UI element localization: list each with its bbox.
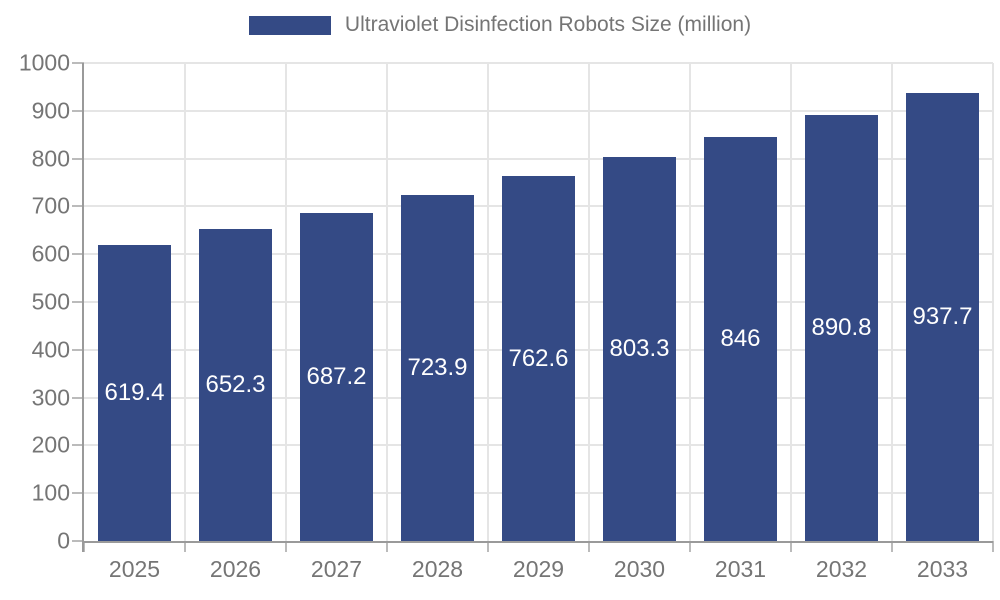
v-gridline [487, 63, 489, 541]
y-tick-label: 300 [31, 384, 70, 411]
x-tick [790, 541, 792, 552]
x-tick [83, 541, 85, 552]
y-gridline [84, 109, 993, 112]
y-tick [72, 62, 84, 64]
bar [805, 115, 878, 541]
bar-value-label: 619.4 [104, 378, 165, 406]
y-tick-label: 900 [31, 97, 70, 124]
y-tick [72, 348, 84, 351]
x-tick-label: 2026 [209, 556, 262, 582]
bar [502, 176, 575, 541]
x-tick-label: 2028 [411, 556, 464, 582]
y-tick [72, 540, 84, 542]
y-axis-line [82, 63, 84, 552]
x-tick [689, 541, 691, 552]
y-tick [72, 157, 84, 160]
y-tick-label: 600 [31, 240, 70, 267]
y-tick-label: 700 [31, 192, 70, 219]
bar-value-label: 652.3 [205, 371, 266, 399]
plot-area: 0 100 200 300 400 500 600 700 800 900 1000 619.4 202… [19, 50, 994, 582]
y-gridline [84, 62, 993, 64]
bar-value-label: 890.8 [811, 314, 872, 342]
y-tick [72, 301, 84, 303]
x-tick-label: 2033 [916, 556, 969, 582]
y-tick-label: 100 [31, 479, 70, 506]
bar [199, 229, 272, 541]
bar-value-label: 846 [720, 324, 761, 352]
legend-label: Ultraviolet Disinfection Robots Size (mi… [344, 13, 752, 36]
x-axis-line [82, 541, 993, 543]
bar-value-label: 687.2 [306, 362, 367, 390]
y-tick [72, 253, 84, 256]
bar [300, 212, 373, 541]
x-tick-label: 2029 [512, 556, 565, 582]
x-tick [487, 541, 489, 552]
y-tick [72, 444, 84, 447]
x-tick-label: 2031 [714, 556, 767, 582]
x-tick [285, 541, 287, 552]
x-tick [891, 541, 893, 552]
bar [906, 92, 979, 541]
bar-value-label: 803.3 [609, 335, 670, 363]
y-tick [72, 109, 84, 112]
bar [704, 136, 777, 541]
v-gridline [184, 63, 186, 541]
x-tick [992, 541, 994, 552]
y-tick-label: 800 [31, 145, 70, 172]
y-tick-label: 200 [31, 431, 70, 458]
y-tick [72, 492, 84, 495]
v-gridline [689, 63, 691, 541]
x-tick [588, 541, 590, 552]
bar-value-label: 762.6 [508, 344, 569, 372]
bar [98, 244, 171, 541]
x-tick-label: 2030 [613, 556, 666, 582]
legend-swatch [248, 15, 331, 35]
bar-value-label: 723.9 [407, 354, 468, 381]
bar [401, 194, 474, 541]
v-gridline [992, 63, 994, 541]
bar [603, 157, 676, 541]
x-tick [386, 541, 388, 552]
y-tick-label: 500 [31, 288, 70, 315]
y-gridline [84, 157, 993, 160]
y-tick-label: 1000 [18, 49, 70, 76]
y-tick [72, 205, 84, 208]
legend: Ultraviolet Disinfection Robots Size (mi… [0, 13, 1000, 37]
y-tick [72, 396, 84, 399]
x-tick [184, 541, 186, 552]
x-tick-label: 2027 [310, 556, 363, 582]
x-tick-label: 2032 [815, 556, 868, 582]
y-tick-label: 0 [57, 527, 70, 554]
bar-value-label: 937.7 [912, 302, 973, 330]
v-gridline [790, 63, 792, 541]
v-gridline [285, 63, 287, 541]
y-tick-label: 400 [31, 336, 70, 363]
x-tick-label: 2025 [108, 556, 161, 582]
v-gridline [891, 63, 893, 541]
v-gridline [588, 63, 590, 541]
v-gridline [386, 63, 388, 541]
